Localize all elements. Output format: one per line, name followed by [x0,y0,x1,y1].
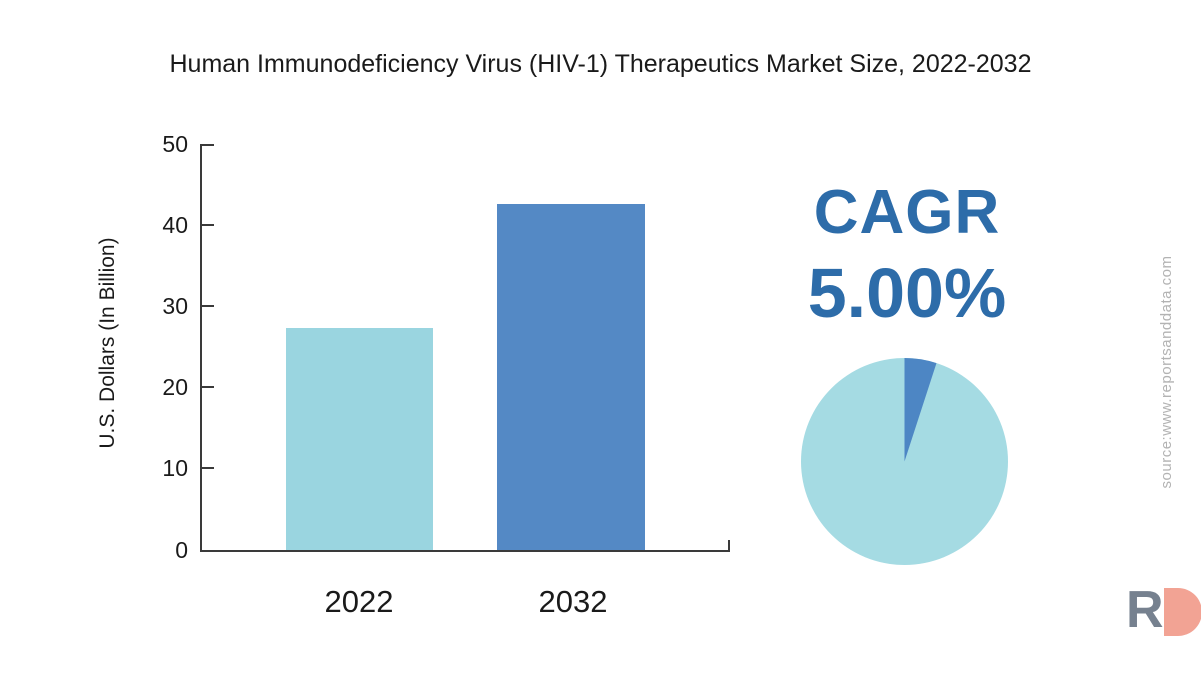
y-tick-mark-20 [202,386,214,388]
y-axis-label: U.S. Dollars (In Billion) [96,237,119,449]
y-tick-label-30: 30 [162,293,188,319]
y-tick-mark-30 [202,305,214,307]
logo-letter-d-icon [1164,588,1201,636]
bar-chart-plot-area [200,144,730,552]
y-tick-label-20: 20 [162,374,188,400]
reportsanddata-logo: R [1126,581,1201,639]
source-credit: source:www.reportsanddata.com [1158,255,1175,489]
x-tick-label-2032: 2032 [538,584,608,619]
logo-letter-r: R [1126,581,1164,639]
y-tick-label-10: 10 [162,455,188,481]
pie-slice-cagr [904,358,937,462]
cagr-annotation: CAGR 5.00% [757,178,1057,332]
bar-2022 [286,328,433,550]
y-tick-label-50: 50 [162,131,188,157]
x-tick-label-2022: 2022 [324,584,394,619]
cagr-pie-chart [801,358,1008,565]
y-tick-label-40: 40 [162,212,188,238]
cagr-value: 5.00% [807,254,1007,332]
y-tick-mark-50 [202,144,214,146]
y-tick-label-0: 0 [175,537,188,563]
logo-d-shape [1164,588,1201,636]
y-tick-mark-10 [202,467,214,469]
bar-2032 [497,204,645,550]
x-axis-end-tick [728,540,730,550]
chart-title: Human Immunodeficiency Virus (HIV-1) The… [169,50,1032,78]
cagr-label: CAGR [813,178,1001,247]
y-tick-mark-40 [202,224,214,226]
